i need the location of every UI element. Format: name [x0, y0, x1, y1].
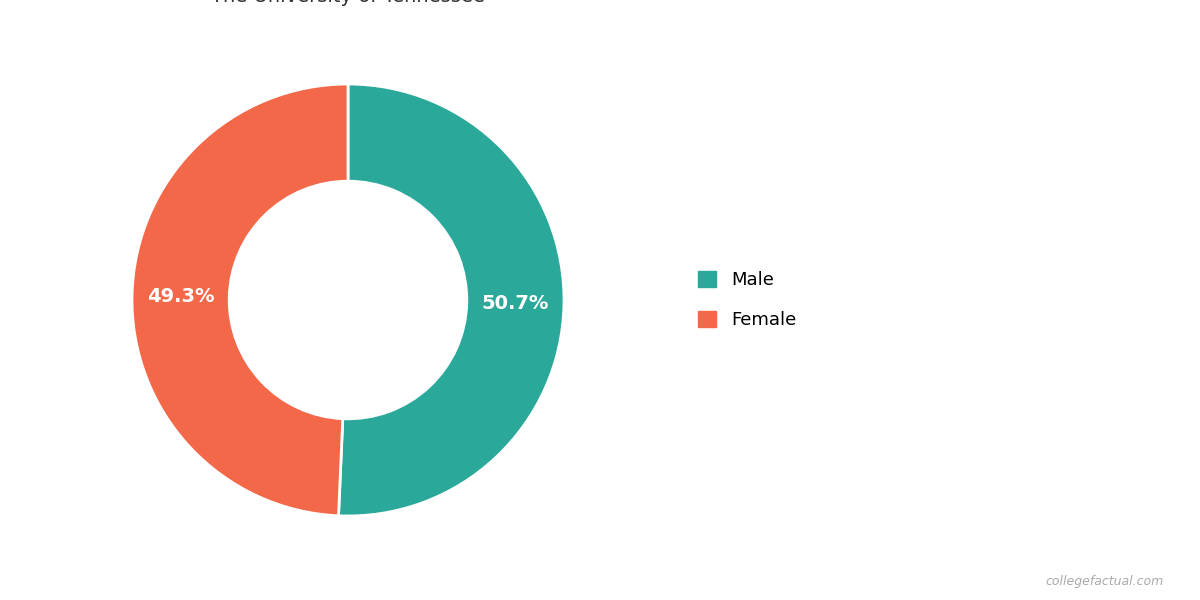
Title: Male/Female Breakdown of Undergraduate Students at
The University of Tennessee: Male/Female Breakdown of Undergraduate S…: [80, 0, 616, 6]
Text: 50.7%: 50.7%: [481, 294, 550, 313]
Text: collegefactual.com: collegefactual.com: [1045, 575, 1164, 588]
Text: 49.3%: 49.3%: [146, 287, 215, 306]
Wedge shape: [338, 84, 564, 516]
Legend: Male, Female: Male, Female: [680, 253, 814, 347]
Wedge shape: [132, 84, 348, 516]
